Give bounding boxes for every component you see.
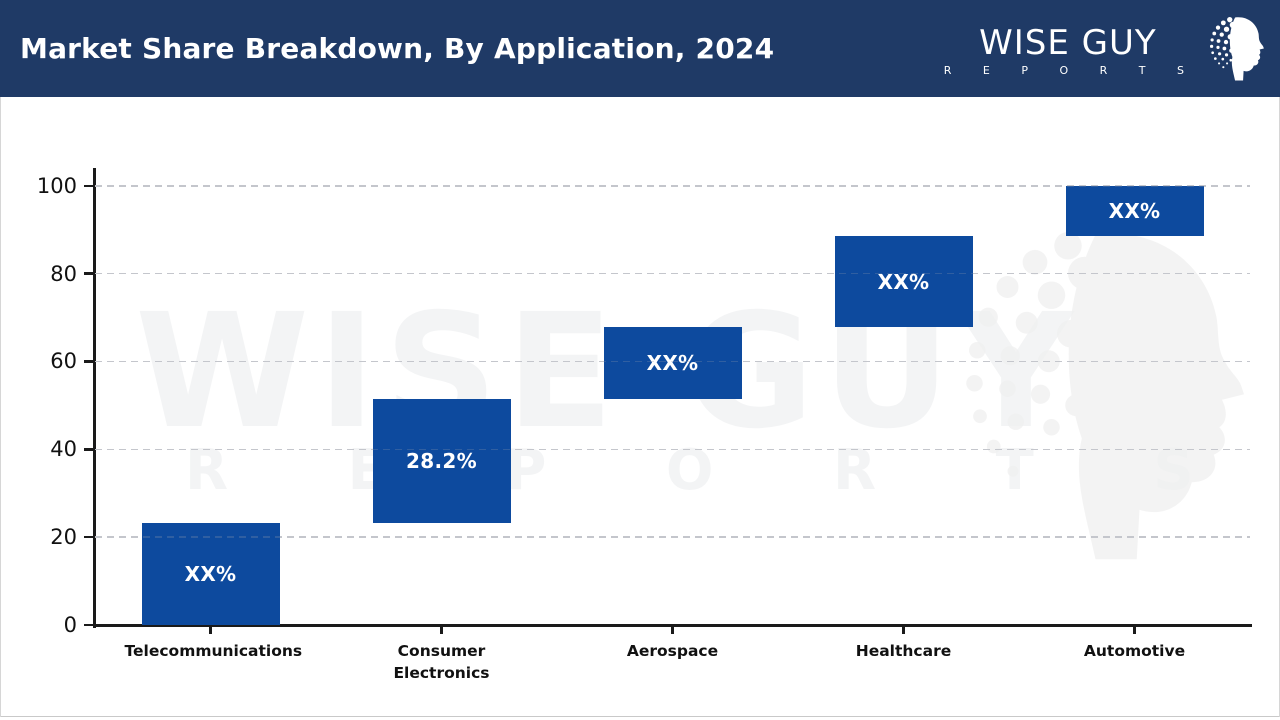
- x-category-label-text: Automotive: [1083, 642, 1186, 660]
- y-gridline-overlay: [95, 272, 1250, 275]
- bar-value-label: 28.2%: [406, 448, 477, 473]
- bar-value-label: XX%: [646, 350, 699, 375]
- logo-tagline: R E P O R T S: [943, 64, 1198, 77]
- chart-plot-area: 0 20 40 60 80 100 XX% 28.2% XX% XX% XX% Telecommuni…: [37, 168, 1252, 682]
- x-axis-spine: [93, 623, 1252, 627]
- y-tick-label: 80: [50, 261, 77, 286]
- page-title: Market Share Breakdown, By Application, …: [20, 32, 775, 65]
- y-tick: [84, 623, 93, 627]
- y-gridline: [95, 185, 1250, 187]
- bar-telecommunications: XX%: [141, 522, 280, 625]
- y-gridline-overlay: [95, 448, 1250, 451]
- logo-name: WISE GUY: [979, 23, 1157, 63]
- y-tick-label: 40: [50, 437, 77, 462]
- x-category-label: Telecommunications: [95, 641, 326, 663]
- y-tick-label: 0: [63, 613, 77, 637]
- bar-value-label: XX%: [1108, 199, 1161, 224]
- bar-aerospace: XX%: [603, 326, 742, 399]
- y-tick: [84, 360, 93, 363]
- bar-consumer-electronics: 28.2%: [372, 398, 511, 523]
- bottom-divider: [0, 716, 1280, 718]
- y-tick: [84, 448, 93, 451]
- y-tick: [84, 272, 93, 275]
- bar-healthcare: XX%: [834, 236, 973, 327]
- y-tick: [84, 184, 93, 187]
- bar-value-label: XX%: [184, 561, 237, 586]
- y-gridline-overlay: [95, 185, 1250, 187]
- bar-automotive: XX%: [1065, 185, 1204, 237]
- y-axis-spine: [93, 168, 96, 628]
- y-tick-label: 20: [50, 525, 77, 550]
- x-category-label: Aerospace: [557, 641, 788, 663]
- x-category-label-text: Telecommunications: [124, 642, 303, 660]
- x-category-label: Automotive: [1019, 641, 1250, 663]
- y-gridline: [95, 448, 1250, 451]
- wiseguy-logo: WISE GUY R E P O R T S: [938, 14, 1266, 84]
- x-category-label-text: Consumer Electronics: [393, 642, 490, 682]
- x-tick: [671, 626, 674, 634]
- x-category-label-text: Aerospace: [626, 642, 719, 660]
- y-tick: [84, 535, 93, 539]
- y-tick-label: 100: [36, 173, 77, 198]
- x-category-label-text: Healthcare: [855, 642, 952, 660]
- left-border: [0, 97, 1, 717]
- wiseguy-face-icon: [1210, 16, 1264, 80]
- header-bar: Market Share Breakdown, By Application, …: [0, 0, 1280, 97]
- logo-text: WISE GUY R E P O R T S: [938, 26, 1198, 77]
- y-tick-label: 60: [50, 349, 77, 374]
- x-tick: [902, 626, 905, 634]
- x-category-label: Consumer Electronics: [326, 641, 557, 684]
- y-gridline-overlay: [95, 536, 1250, 538]
- y-gridline: [95, 536, 1250, 538]
- bar-value-label: XX%: [877, 269, 930, 294]
- x-tick: [1133, 626, 1136, 634]
- x-tick: [440, 626, 443, 634]
- y-gridline-overlay: [95, 360, 1250, 363]
- x-tick: [209, 626, 212, 634]
- x-category-label: Healthcare: [788, 641, 1019, 663]
- y-gridline: [95, 272, 1250, 275]
